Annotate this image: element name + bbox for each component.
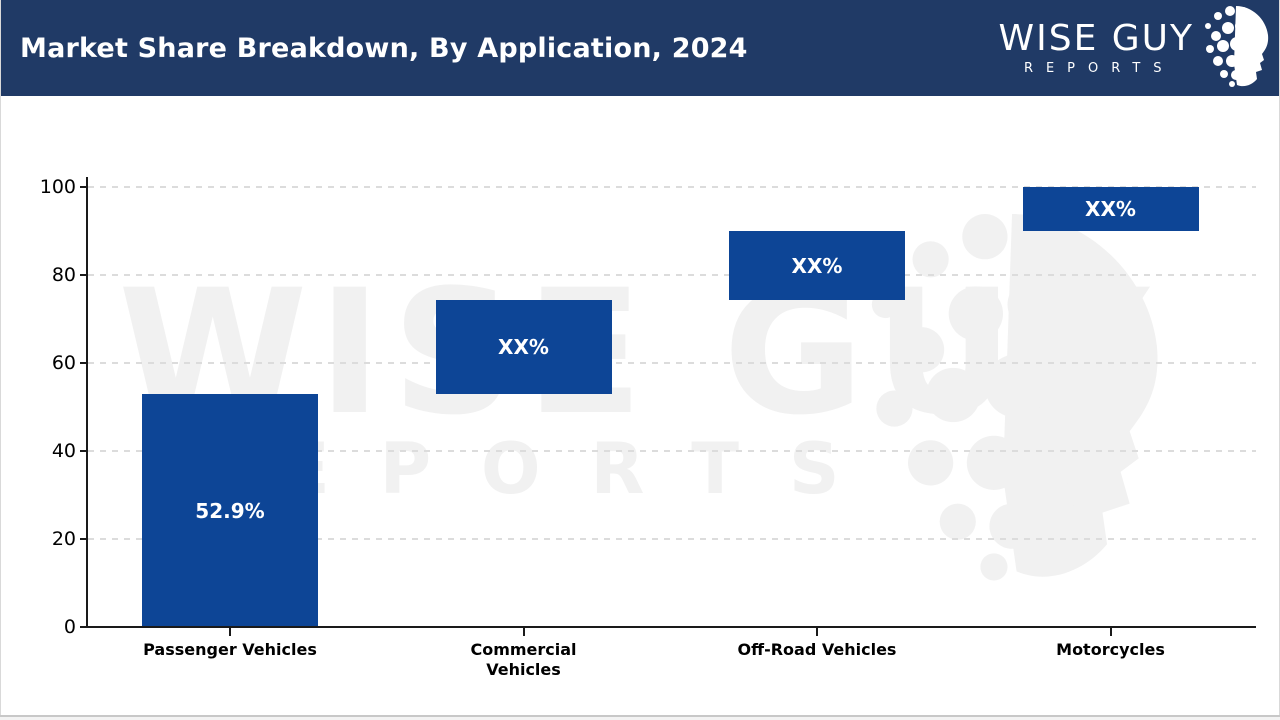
page-title: Market Share Breakdown, By Application, …	[20, 32, 748, 64]
x-category-label: Commercial Vehicles	[470, 640, 577, 679]
x-category-label: Off-Road Vehicles	[737, 640, 897, 659]
y-tick-80	[80, 274, 88, 276]
footer-divider	[0, 715, 1280, 717]
x-category-label: Motorcycles	[1056, 640, 1165, 659]
y-tick-20	[80, 538, 88, 540]
y-axis-line	[86, 177, 88, 628]
footer-strip	[0, 717, 1280, 720]
y-tick-label-80: 80	[51, 264, 76, 286]
bar-value-label: XX%	[498, 335, 549, 360]
watermark-head-icon	[828, 205, 1178, 589]
bar-1: 52.9%	[142, 394, 318, 627]
bar-2: XX%	[435, 300, 612, 395]
y-tick-0	[80, 626, 88, 628]
gridline-100	[88, 186, 1256, 188]
dotted-head-logo-icon	[1198, 4, 1270, 92]
gridline-40	[88, 450, 1256, 452]
gridline-80	[88, 274, 1256, 276]
bar-3: XX%	[729, 231, 905, 301]
y-tick-label-0: 0	[63, 616, 76, 638]
y-tick-60	[80, 362, 88, 364]
x-tick-3	[816, 628, 818, 636]
gridline-20	[88, 538, 1256, 540]
logo-text: WISE GUY REPORTS	[998, 17, 1195, 76]
y-tick-40	[80, 450, 88, 452]
x-axis-line	[86, 626, 1256, 628]
bar-value-label: XX%	[791, 253, 843, 278]
x-tick-4	[1109, 628, 1112, 636]
x-tick-2	[522, 628, 525, 636]
logo-wordmark: WISE GUY	[998, 17, 1194, 59]
logo-subtitle: REPORTS	[1023, 60, 1175, 76]
y-tick-label-60: 60	[51, 352, 76, 374]
y-tick-label-20: 20	[51, 528, 76, 550]
wise-guy-reports-logo: WISE GUY REPORTS	[999, 4, 1280, 92]
x-tick-1	[229, 628, 231, 636]
header-bar: Market Share Breakdown, By Application, …	[0, 0, 1280, 96]
bar-value-label: XX%	[1085, 197, 1136, 221]
x-category-label: Passenger Vehicles	[143, 640, 317, 659]
gridline-60	[88, 362, 1256, 364]
y-tick-label-100: 100	[39, 176, 76, 198]
bar-4: XX%	[1022, 187, 1199, 231]
y-tick-100	[80, 186, 88, 188]
y-tick-label-40: 40	[51, 440, 76, 462]
bar-value-label: 52.9%	[195, 498, 265, 523]
